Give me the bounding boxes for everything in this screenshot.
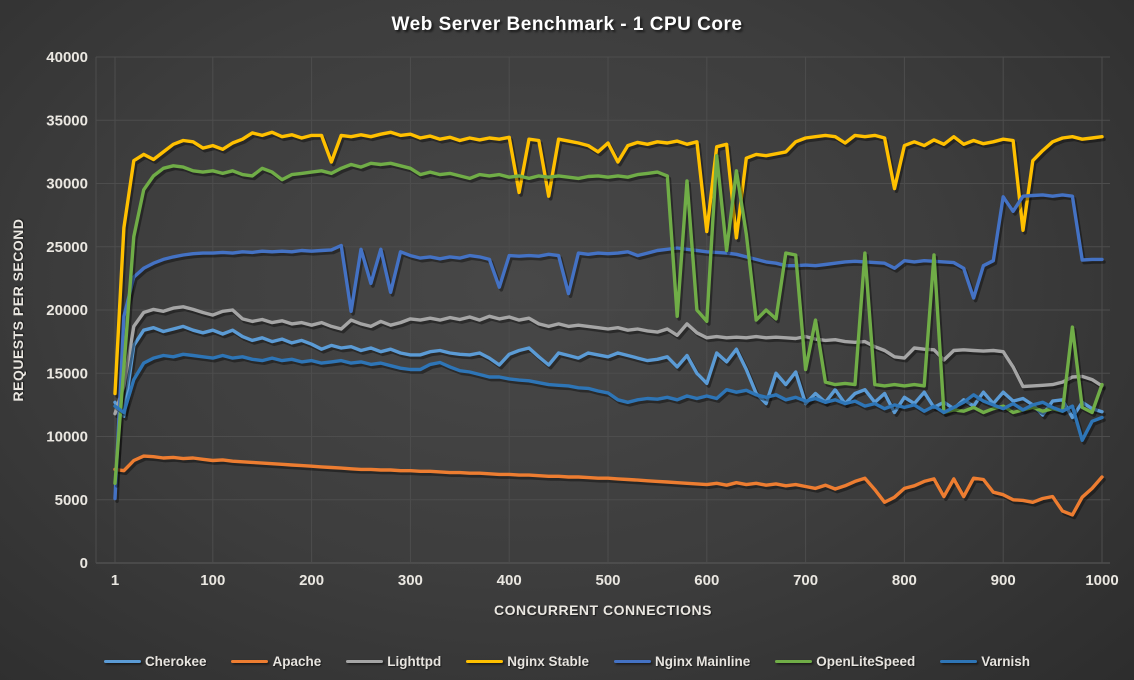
legend-line-swatch [614, 660, 651, 663]
legend-item-varnish: Varnish [940, 654, 1030, 669]
legend-label: Lighttpd [387, 654, 442, 669]
legend-item-lighttpd: Lighttpd [346, 654, 441, 669]
series-line-openlitespeed [113, 153, 1104, 485]
x-tick-label: 800 [892, 572, 917, 589]
x-tick-label: 600 [694, 572, 719, 589]
legend-label: Cherokee [144, 654, 207, 669]
y-tick-label: 5000 [55, 492, 88, 509]
x-tick-label: 1000 [1085, 572, 1118, 589]
y-tick-label: 25000 [46, 239, 88, 256]
legend-item-nginx-mainline: Nginx Mainline [614, 654, 750, 669]
legend-line-swatch [231, 660, 269, 663]
legend-label: Nginx Stable [507, 654, 589, 669]
y-tick-label: 10000 [46, 429, 88, 446]
legend-line-swatch [940, 660, 978, 663]
series-line-nginx-stable [113, 130, 1104, 396]
legend-label: Varnish [981, 654, 1031, 669]
y-tick-label: 0 [80, 555, 88, 572]
series-line-varnish [113, 352, 1104, 442]
legend-label: Apache [272, 654, 322, 669]
series-shadow-nginx-mainline [115, 195, 1106, 503]
y-tick-label: 35000 [46, 112, 88, 129]
chart-title: Web Server Benchmark - 1 CPU Core [391, 14, 743, 35]
x-tick-label: 400 [497, 572, 522, 589]
y-tick-label: 30000 [46, 176, 88, 193]
y-axis-title: REQUESTS PER SECOND [10, 218, 26, 402]
y-tick-label: 40000 [46, 49, 88, 66]
legend-line-swatch [346, 660, 384, 663]
y-tick-label: 15000 [46, 365, 88, 382]
x-tick-label: 100 [200, 572, 225, 589]
legend-label: OpenLiteSpeed [816, 654, 916, 669]
legend-item-openlitespeed: OpenLiteSpeed [775, 654, 915, 669]
legend-line-swatch [103, 660, 141, 663]
legend-line-swatch [775, 660, 813, 663]
series-line-apache [113, 454, 1104, 517]
legend-item-apache: Apache [231, 654, 321, 669]
x-tick-label: 300 [398, 572, 423, 589]
y-tick-label: 20000 [46, 302, 88, 319]
legend-item-cherokee: Cherokee [103, 654, 207, 669]
series-line-nginx-mainline [113, 193, 1104, 501]
series-line-cherokee [113, 324, 1104, 420]
series-line-lighttpd [113, 305, 1104, 416]
chart-legend: Cherokee Apache Lighttpd Nginx Stable Nginx … [0, 654, 1134, 669]
x-tick-label: 700 [793, 572, 818, 589]
series-shadow-apache [115, 456, 1106, 520]
x-tick-label: 200 [299, 572, 324, 589]
series-shadow-varnish [115, 355, 1106, 445]
x-axis-title: CONCURRENT CONNECTIONS [494, 602, 712, 618]
x-tick-label: 900 [991, 572, 1016, 589]
x-tick-label: 500 [595, 572, 620, 589]
legend-item-nginx-stable: Nginx Stable [466, 654, 589, 669]
x-tick-label: 1 [111, 572, 119, 589]
legend-line-swatch [466, 660, 504, 663]
legend-label: Nginx Mainline [655, 654, 751, 669]
